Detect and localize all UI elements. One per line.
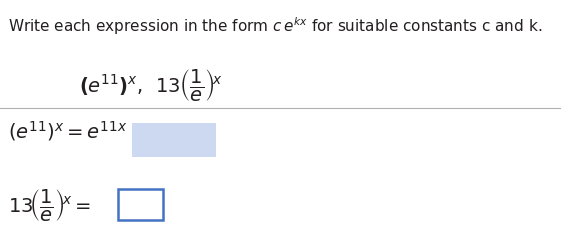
Text: $13\!\left(\dfrac{1}{e}\right)^{\!x} = $: $13\!\left(\dfrac{1}{e}\right)^{\!x} = $ [8, 187, 92, 223]
FancyBboxPatch shape [132, 123, 216, 157]
FancyBboxPatch shape [118, 189, 163, 220]
Text: $(e^{11})^x = e^{11x}$: $(e^{11})^x = e^{11x}$ [8, 120, 128, 143]
Text: $\mathbf{(}e^{11}\mathbf{)}^x$,  $13\left(\dfrac{1}{e}\right)^{\!x}$: $\mathbf{(}e^{11}\mathbf{)}^x$, $13\left… [79, 67, 223, 103]
Text: Write each expression in the form $c\,e^{kx}$ for suitable constants c and k.: Write each expression in the form $c\,e^… [8, 15, 542, 37]
